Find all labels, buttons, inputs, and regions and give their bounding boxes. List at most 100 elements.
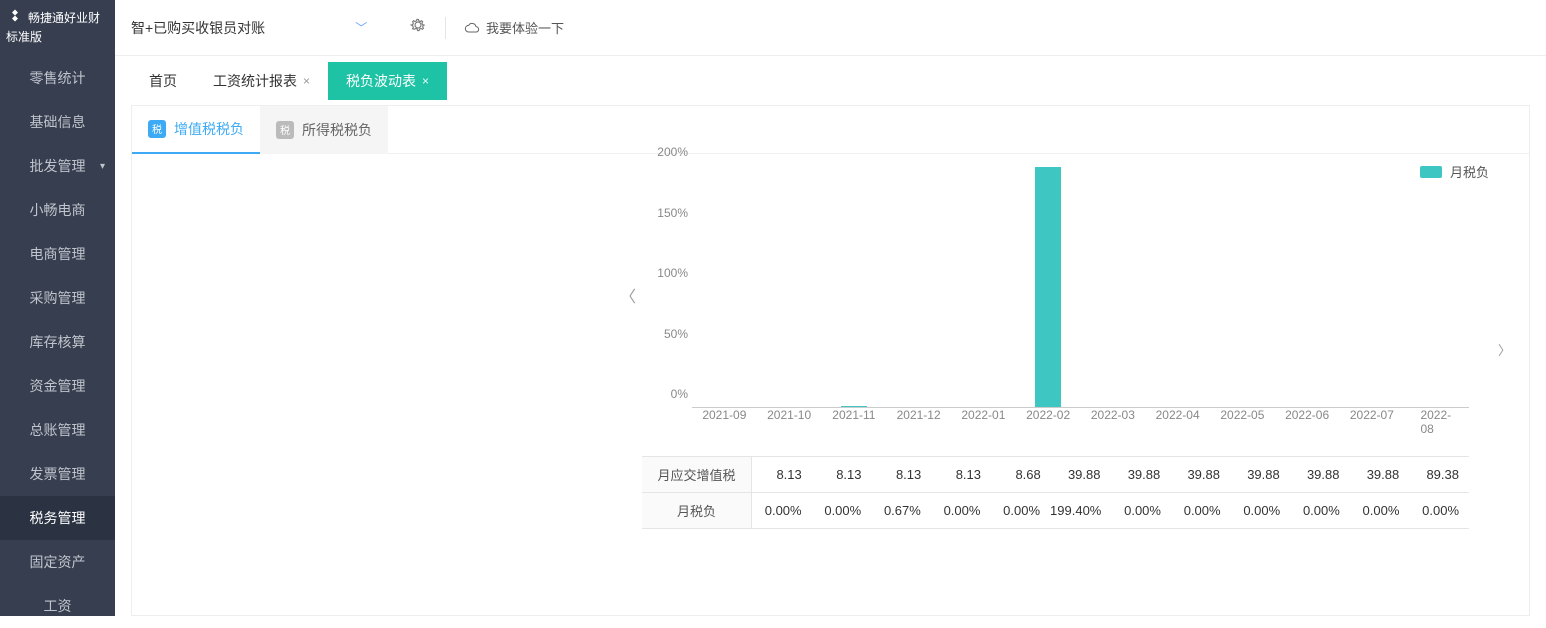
sidebar-item-4[interactable]: 电商管理 xyxy=(0,232,115,276)
subtab-label: 所得税税负 xyxy=(302,120,372,140)
tab-label: 首页 xyxy=(149,71,177,91)
x-category: 2021-12 xyxy=(897,408,941,422)
table-cell: 0.67% xyxy=(871,493,931,528)
row-header: 月应交增值税 xyxy=(642,457,752,492)
main-panel: 税增值税税负税所得税税负 月税负 〈 0%50%100%150%200% 202… xyxy=(131,105,1530,616)
vertical-divider xyxy=(445,17,446,39)
subtab-bar: 税增值税税负税所得税税负 xyxy=(132,106,1529,154)
sidebar-item-2[interactable]: 批发管理▾ xyxy=(0,144,115,188)
brand-logo-icon xyxy=(6,8,24,26)
y-tick: 100% xyxy=(657,266,688,280)
table-cell: 0.00% xyxy=(990,493,1050,528)
table-cell: 0.00% xyxy=(1111,493,1171,528)
table-cell: 8.68 xyxy=(991,457,1051,492)
tab-label: 税负波动表 xyxy=(346,71,416,91)
page-tabs: 首页 工资统计报表 × 税负波动表 × xyxy=(115,56,1546,100)
table-cell: 8.13 xyxy=(872,457,932,492)
table-cell: 39.88 xyxy=(1350,457,1410,492)
bar-2022-02[interactable] xyxy=(1035,167,1061,407)
table-cell: 0.00% xyxy=(1231,493,1291,528)
caret-down-icon: ▾ xyxy=(100,161,105,172)
sidebar-item-10[interactable]: 税务管理 xyxy=(0,496,115,540)
settings-icon[interactable] xyxy=(409,16,427,39)
sidebar-item-11[interactable]: 固定资产 xyxy=(0,540,115,584)
x-category: 2022-06 xyxy=(1285,408,1329,422)
context-selector[interactable]: 智+已购买收银员对账 ﹀ xyxy=(131,18,391,38)
bar-2021-11[interactable] xyxy=(841,406,867,407)
table-cell: 39.88 xyxy=(1170,457,1230,492)
table-cell: 8.13 xyxy=(931,457,991,492)
close-icon[interactable]: × xyxy=(303,74,310,88)
chart-plot xyxy=(692,166,1469,408)
topbar: 智+已购买收银员对账 ﹀ 我要体验一下 xyxy=(115,0,1546,56)
table-cell: 0.00% xyxy=(1409,493,1469,528)
table-cell: 39.88 xyxy=(1051,457,1111,492)
y-tick: 0% xyxy=(671,387,688,401)
table-cell: 0.00% xyxy=(1171,493,1231,528)
sidebar-item-5[interactable]: 采购管理 xyxy=(0,276,115,320)
x-category: 2022-02 xyxy=(1026,408,1070,422)
table-cell: 0.00% xyxy=(1290,493,1350,528)
x-category: 2021-11 xyxy=(832,408,875,422)
sidebar-item-3[interactable]: 小畅电商 xyxy=(0,188,115,232)
table-cell: 0.00% xyxy=(812,493,872,528)
table-cell: 0.00% xyxy=(931,493,991,528)
subtab-icon: 税 xyxy=(148,120,166,138)
try-it-label: 我要体验一下 xyxy=(486,18,564,37)
table-cell: 0.00% xyxy=(1350,493,1410,528)
row-header: 月税负 xyxy=(642,493,752,528)
x-category: 2022-01 xyxy=(961,408,1005,422)
try-it-link[interactable]: 我要体验一下 xyxy=(464,18,564,37)
x-category: 2022-08 xyxy=(1420,408,1452,436)
x-category: 2022-07 xyxy=(1350,408,1394,422)
chart-prev-icon[interactable]: 〈 xyxy=(620,283,636,307)
y-axis: 0%50%100%150%200% xyxy=(642,166,692,408)
y-tick: 50% xyxy=(664,327,688,341)
tab-2[interactable]: 税负波动表 × xyxy=(328,62,447,100)
x-category: 2021-09 xyxy=(702,408,746,422)
data-table: 月应交增值税8.138.138.138.138.6839.8839.8839.8… xyxy=(642,456,1469,529)
table-cell: 39.88 xyxy=(1230,457,1290,492)
subtab-0[interactable]: 税增值税税负 xyxy=(132,106,260,154)
table-cell: 39.88 xyxy=(1290,457,1350,492)
sidebar-item-1[interactable]: 基础信息 xyxy=(0,100,115,144)
sidebar-item-9[interactable]: 发票管理 xyxy=(0,452,115,496)
x-category: 2021-10 xyxy=(767,408,811,422)
table-cell: 8.13 xyxy=(812,457,872,492)
table-cell: 199.40% xyxy=(1050,493,1111,528)
tab-0[interactable]: 首页 xyxy=(131,62,195,100)
table-cell: 39.88 xyxy=(1111,457,1171,492)
subtab-icon: 税 xyxy=(276,121,294,139)
y-tick: 150% xyxy=(657,206,688,220)
sidebar-item-6[interactable]: 库存核算 xyxy=(0,320,115,364)
context-selector-label: 智+已购买收银员对账 xyxy=(131,18,265,38)
sidebar-item-8[interactable]: 总账管理 xyxy=(0,408,115,452)
table-row: 月税负0.00%0.00%0.67%0.00%0.00%199.40%0.00%… xyxy=(642,493,1469,529)
chevron-down-icon: ﹀ xyxy=(355,19,367,36)
tab-1[interactable]: 工资统计报表 × xyxy=(195,62,328,100)
x-category: 2022-03 xyxy=(1091,408,1135,422)
sidebar-item-12[interactable]: 工资 xyxy=(0,584,115,628)
table-cell: 0.00% xyxy=(752,493,812,528)
tab-label: 工资统计报表 xyxy=(213,71,297,91)
y-tick: 200% xyxy=(657,145,688,159)
x-axis: 2021-09 2021-10 2021-11 2021-12 2022-01 2022-… xyxy=(692,408,1469,426)
table-cell: 89.38 xyxy=(1409,457,1469,492)
x-category: 2022-05 xyxy=(1220,408,1264,422)
close-icon[interactable]: × xyxy=(422,74,429,88)
brand-name: 畅捷通好业财 xyxy=(28,9,100,26)
subtab-label: 增值税税负 xyxy=(174,119,244,139)
table-row: 月应交增值税8.138.138.138.138.6839.8839.8839.8… xyxy=(642,457,1469,493)
sidebar-item-0[interactable]: 零售统计 xyxy=(0,56,115,100)
subtab-1[interactable]: 税所得税税负 xyxy=(260,106,388,154)
chart-next-icon[interactable]: 〉 xyxy=(1498,340,1511,359)
cloud-icon xyxy=(464,20,480,36)
x-category: 2022-04 xyxy=(1156,408,1200,422)
brand-edition: 标准版 xyxy=(6,28,109,45)
brand-block: 畅捷通好业财 标准版 xyxy=(0,0,115,56)
chart-area: 月税负 〈 0%50%100%150%200% 2021-092021-1020… xyxy=(132,154,1529,529)
sidebar: 畅捷通好业财 标准版 零售统计基础信息批发管理▾小畅电商电商管理采购管理库存核算… xyxy=(0,0,115,616)
sidebar-item-7[interactable]: 资金管理 xyxy=(0,364,115,408)
table-cell: 8.13 xyxy=(752,457,812,492)
bar-chart: 〈 0%50%100%150%200% 2021-092021-102021-1… xyxy=(642,166,1469,424)
